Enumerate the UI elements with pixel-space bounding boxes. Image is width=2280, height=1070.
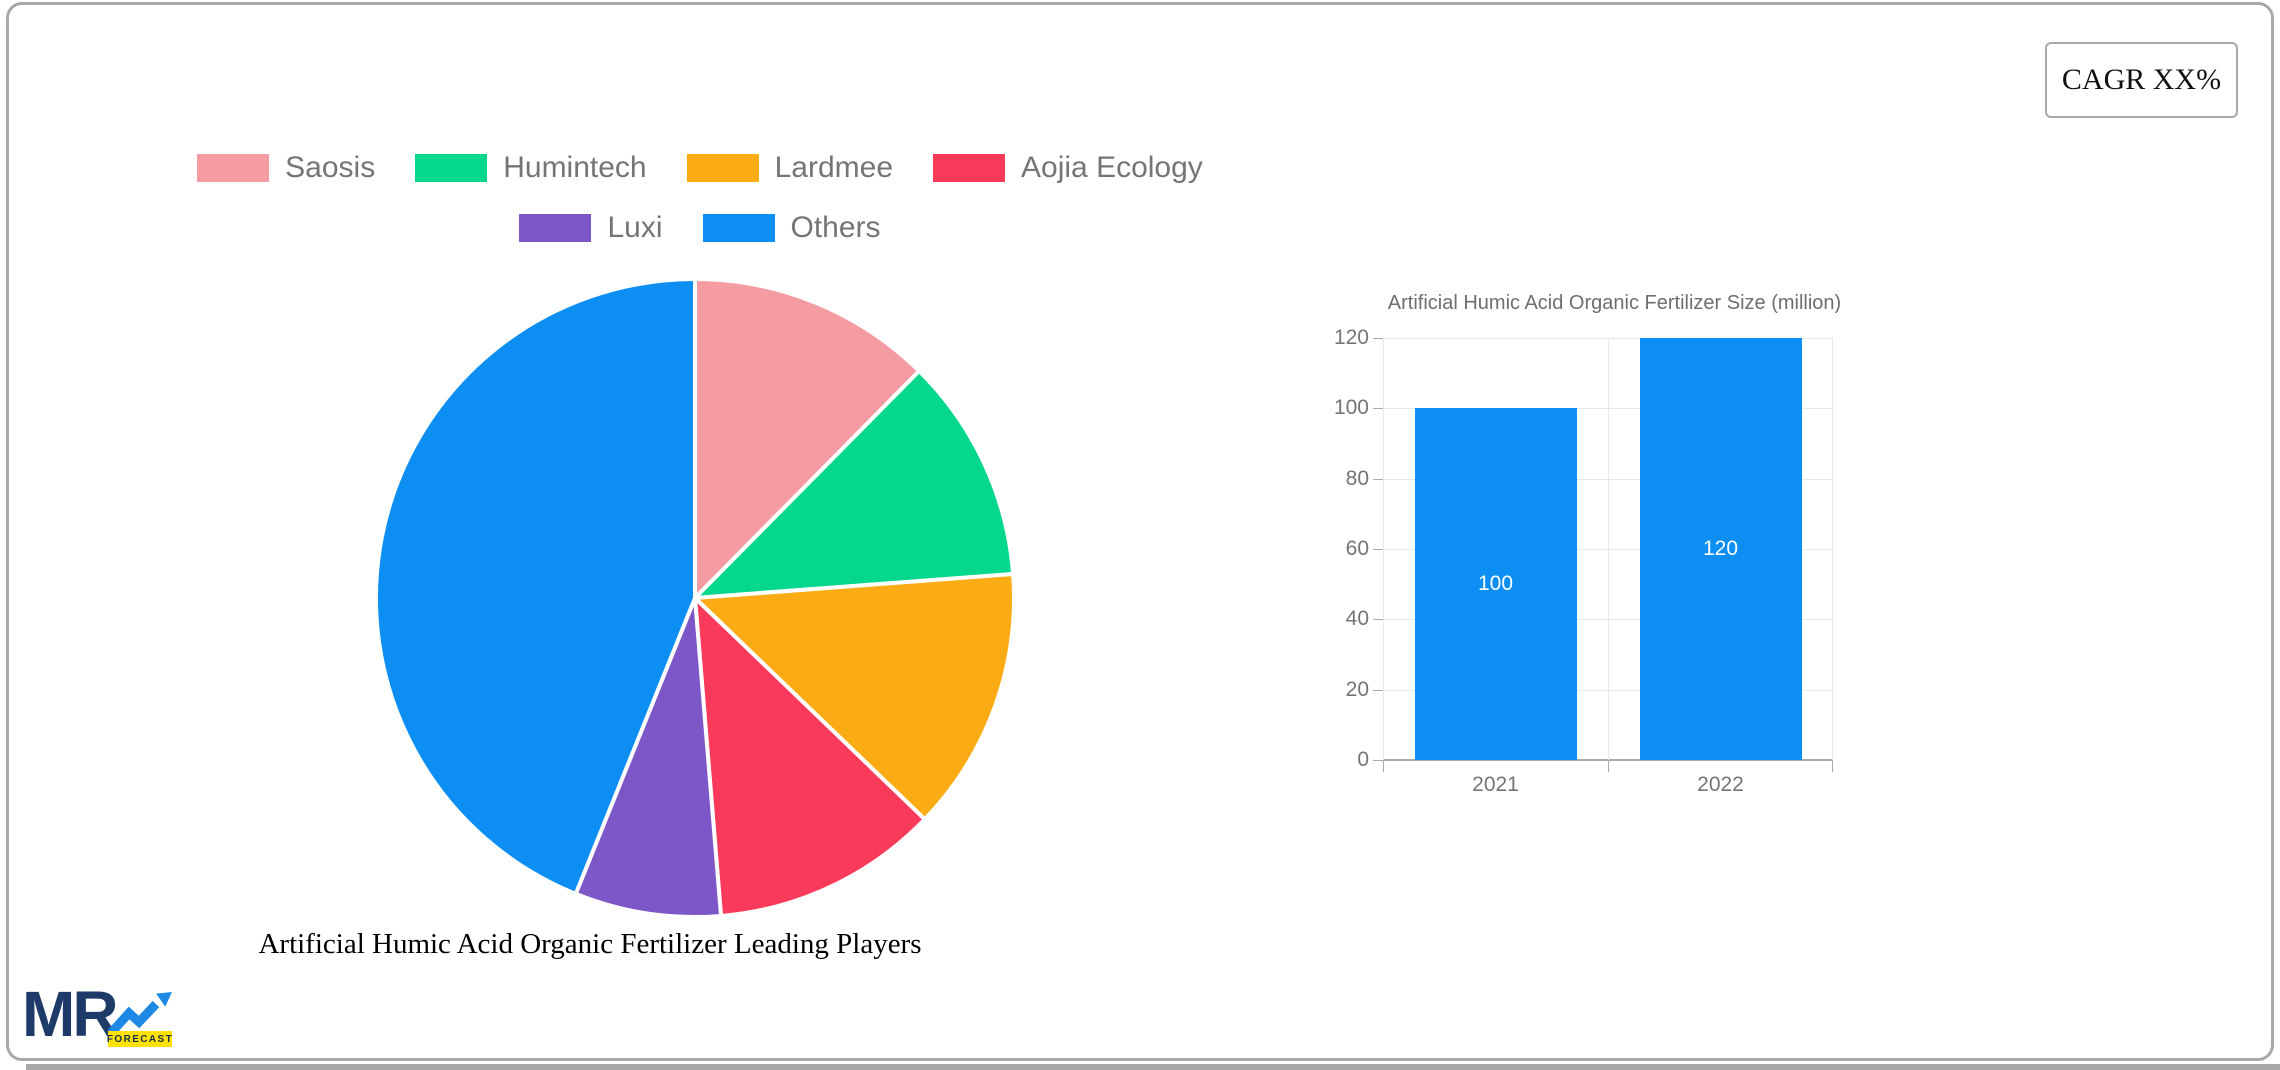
bar-legend[interactable]: Artificial Humic Acid Organic Fertilizer…: [1383, 292, 1841, 315]
y-axis-tick: [1373, 478, 1383, 480]
bar-value-label-2022: 120: [1702, 537, 1739, 560]
y-axis-tick: [1373, 619, 1383, 621]
bar-2021[interactable]: [1414, 408, 1577, 760]
legend-label: Saosis: [285, 151, 376, 184]
legend-swatch: [197, 154, 270, 182]
trend-arrow-icon: [108, 992, 172, 1036]
x-axis-label-2022: 2022: [1697, 773, 1744, 796]
legend-swatch: [702, 214, 775, 242]
pie-slice-others[interactable]: [374, 277, 697, 896]
legend-item-aojia-ecology[interactable]: Aojia Ecology: [933, 151, 1203, 185]
pie-slice-lardmee[interactable]: [693, 571, 1016, 822]
legend-swatch: [519, 214, 592, 242]
legend-item-saosis[interactable]: Saosis: [197, 151, 375, 185]
legend-label: Aojia Ecology: [1021, 151, 1203, 184]
legend-item-lardmee[interactable]: Lardmee: [686, 151, 894, 185]
bottom-edge: [26, 1064, 2280, 1070]
legend-swatch: [415, 154, 488, 182]
legend-label: Humintech: [503, 151, 647, 184]
pie-legend-row-1: Saosis Humintech Lardmee Aojia Ecology: [0, 151, 1400, 185]
mr-forecast-logo: MR FORECAST: [22, 978, 182, 1050]
bar-2022[interactable]: [1639, 338, 1802, 760]
x-axis-tick: [1608, 760, 1609, 772]
pie-slice-saosis[interactable]: [693, 277, 922, 600]
cagr-badge: CAGR XX%: [2045, 42, 2238, 118]
canvas-border: [6, 2, 2274, 1061]
legend-item-humintech[interactable]: Humintech: [415, 151, 647, 185]
legend-swatch: [686, 154, 759, 182]
y-axis-tick: [1373, 760, 1383, 761]
legend-label: Luxi: [607, 211, 663, 244]
x-axis-tick: [1832, 760, 1833, 772]
pie-legend-row-2: Luxi Others: [0, 211, 1400, 245]
pie-title: Artificial Humic Acid Organic Fertilizer…: [258, 928, 922, 960]
cagr-label: CAGR XX%: [2061, 63, 2222, 96]
legend-item-others[interactable]: Others: [702, 211, 881, 245]
y-axis-tick: [1373, 549, 1383, 550]
y-axis-label-100: 100: [1333, 396, 1369, 420]
x-axis-label-2021: 2021: [1472, 773, 1519, 796]
logo-text: MR: [22, 978, 119, 1050]
legend-swatch: [933, 154, 1006, 182]
x-axis-tick: [1383, 760, 1384, 772]
logo-badge: FORECAST: [107, 1031, 172, 1047]
y-axis-label-20: 20: [1345, 677, 1369, 701]
category-gridline: [1383, 338, 1384, 760]
y-axis-tick: [1373, 689, 1383, 691]
pie-slice-aojia-ecology[interactable]: [693, 596, 927, 918]
y-axis-label-80: 80: [1345, 466, 1369, 490]
pie-chart: [374, 277, 1016, 919]
y-axis-label-0: 0: [1357, 748, 1369, 771]
y-axis-label-120: 120: [1333, 326, 1369, 349]
legend-item-luxi[interactable]: Luxi: [519, 211, 663, 245]
legend-label: Others: [790, 211, 881, 244]
bar-plot: 0 20 40 60 80 100 120 100 2021 120 2022: [1334, 326, 1833, 796]
y-axis-tick: [1373, 408, 1383, 410]
category-gridline: [1608, 338, 1609, 760]
y-axis-label-40: 40: [1345, 607, 1369, 631]
legend-label: Lardmee: [774, 151, 894, 184]
pie-slice-luxi[interactable]: [573, 596, 724, 919]
category-gridline: [1832, 338, 1833, 760]
bar-legend-label: Artificial Humic Acid Organic Fertilizer…: [1387, 292, 1842, 314]
y-axis-tick: [1373, 338, 1383, 339]
y-axis-label-60: 60: [1345, 537, 1369, 560]
pie-slice-humintech[interactable]: [693, 369, 1016, 600]
bar-value-label-2021: 100: [1477, 572, 1514, 596]
